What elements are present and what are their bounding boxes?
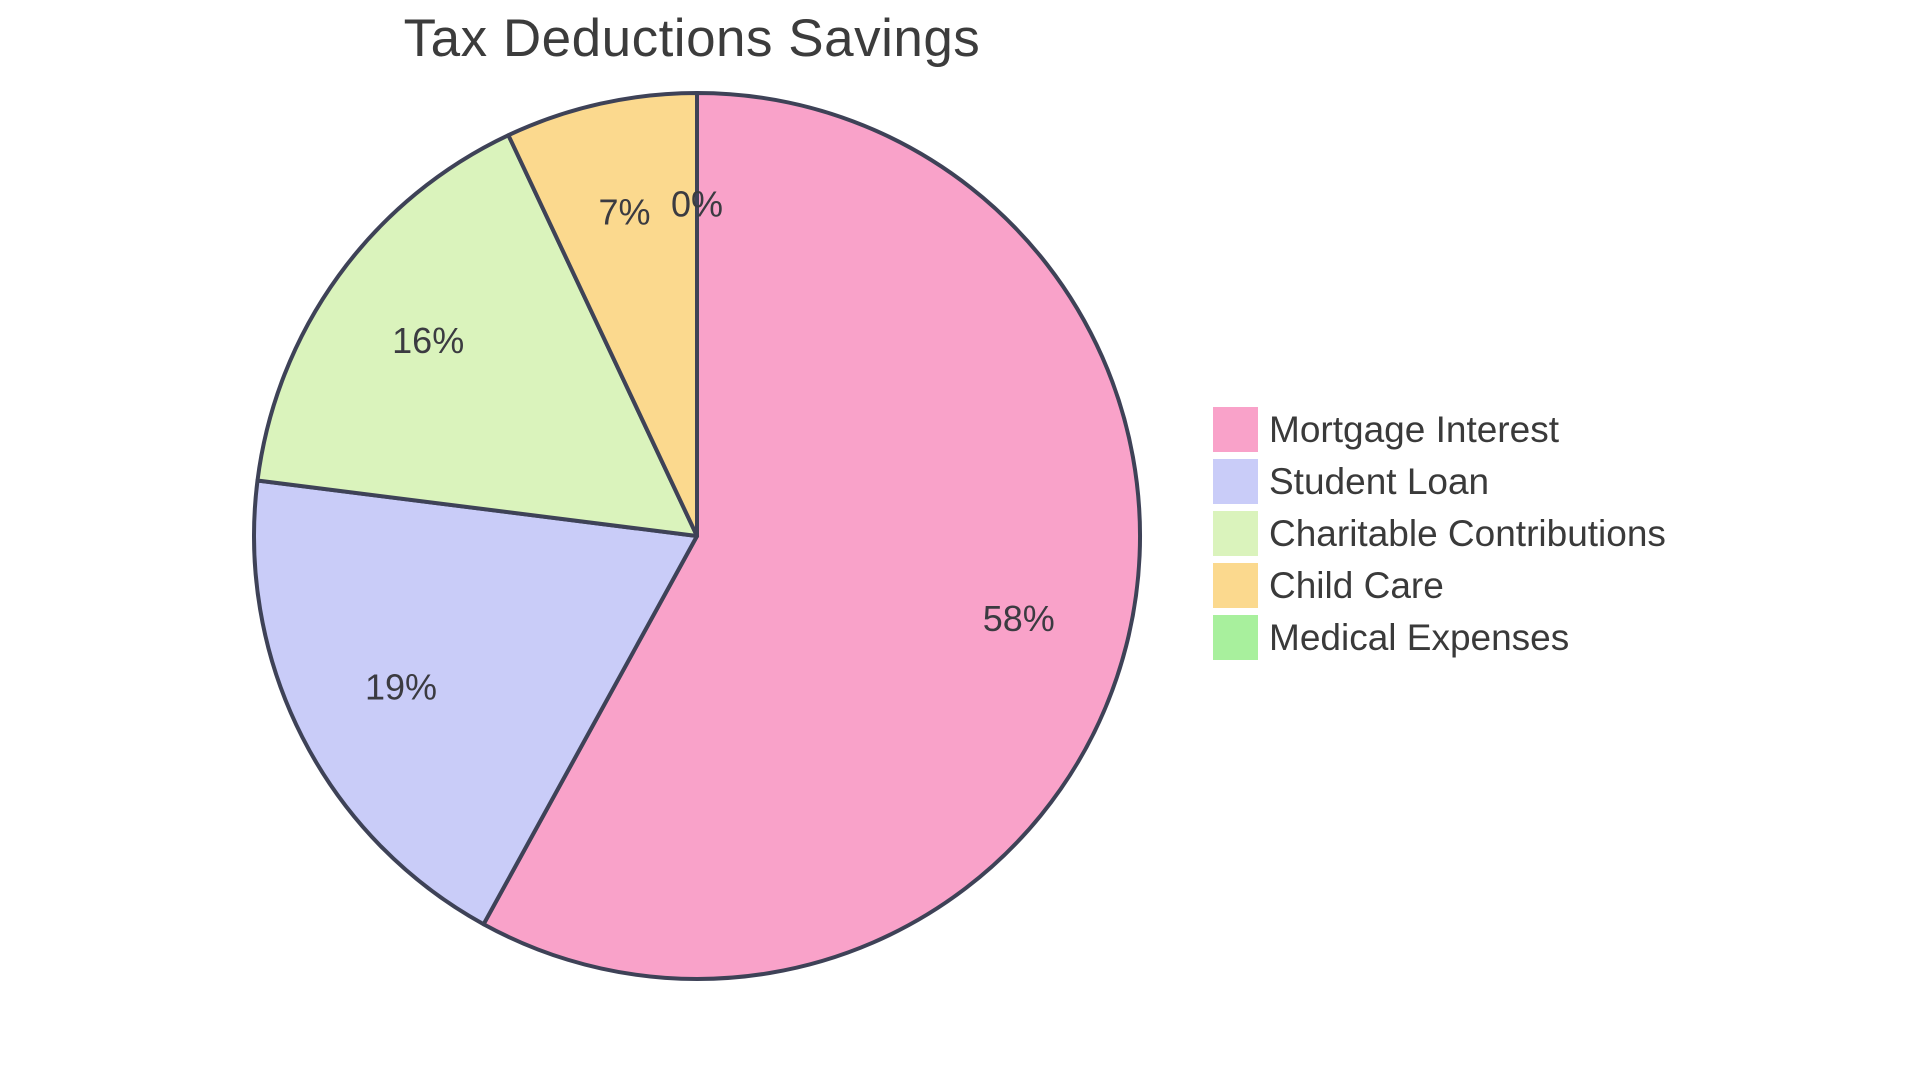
pie-slice-child-care[interactable] bbox=[506, 91, 699, 538]
slice-label-mortgage-interest: 58% bbox=[983, 598, 1055, 639]
slice-label-charitable-contributions: 16% bbox=[392, 320, 464, 361]
legend-swatch-child-care bbox=[1213, 563, 1258, 608]
legend-label-student-loan: Student Loan bbox=[1269, 461, 1490, 502]
legend-swatch-mortgage-interest bbox=[1213, 407, 1258, 452]
legend-swatch-medical-expenses bbox=[1213, 615, 1258, 660]
legend-item-mortgage-interest[interactable]: Mortgage Interest bbox=[1213, 407, 1666, 452]
slice-label-child-care: 7% bbox=[598, 191, 650, 232]
pie-slice-mortgage-interest[interactable] bbox=[481, 91, 1143, 981]
legend-label-charitable-contributions: Charitable Contributions bbox=[1269, 513, 1666, 554]
legend-item-student-loan[interactable]: Student Loan bbox=[1213, 459, 1666, 504]
legend-item-medical-expenses[interactable]: Medical Expenses bbox=[1213, 615, 1666, 660]
legend-swatch-student-loan bbox=[1213, 459, 1258, 504]
pie-slice-charitable-contributions[interactable] bbox=[255, 133, 699, 538]
legend-item-charitable-contributions[interactable]: Charitable Contributions bbox=[1213, 511, 1666, 556]
legend-label-child-care: Child Care bbox=[1269, 565, 1444, 606]
legend: Mortgage Interest Student Loan Charitable … bbox=[1213, 407, 1666, 667]
chart-title: Tax Deductions Savings bbox=[403, 9, 981, 68]
pie-slice-student-loan[interactable] bbox=[252, 478, 699, 927]
legend-swatch-charitable-contributions bbox=[1213, 511, 1258, 556]
slice-label-student-loan: 19% bbox=[365, 666, 437, 707]
slice-label-medical-expenses: 0% bbox=[671, 183, 723, 224]
legend-label-medical-expenses: Medical Expenses bbox=[1269, 617, 1570, 658]
legend-label-mortgage-interest: Mortgage Interest bbox=[1269, 409, 1559, 450]
legend-item-child-care[interactable]: Child Care bbox=[1213, 563, 1666, 608]
